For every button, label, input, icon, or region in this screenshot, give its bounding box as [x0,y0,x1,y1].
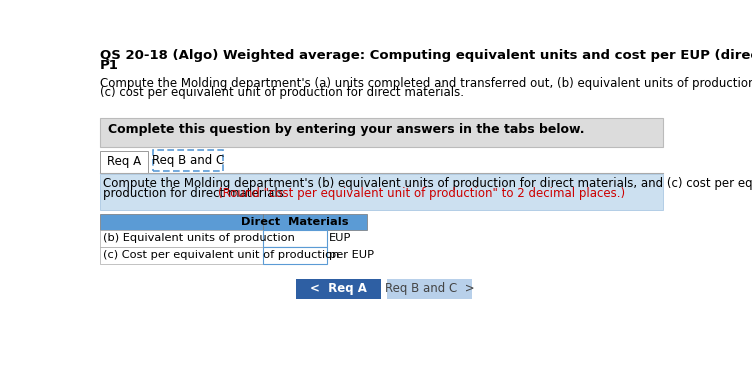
Text: Req A: Req A [108,156,141,168]
Bar [100,246,263,264]
Text: <  Req A: < Req A [310,282,366,295]
Bar [100,230,263,246]
Text: QS 20-18 (Algo) Weighted average: Computing equivalent units and cost per EUP (d: QS 20-18 (Algo) Weighted average: Comput… [100,49,752,62]
Text: production for direct materials.: production for direct materials. [103,187,292,200]
Bar [100,214,263,230]
Bar [263,214,367,230]
Text: Compute the Molding department's (b) equivalent units of production for direct m: Compute the Molding department's (b) equ… [103,177,752,190]
Text: P1: P1 [100,59,119,72]
Bar [100,174,663,210]
Text: Req B and C  >: Req B and C > [385,282,475,295]
Text: (c) Cost per equivalent unit of production: (c) Cost per equivalent unit of producti… [103,250,340,260]
Text: (Round "cost per equivalent unit of production" to 2 decimal places.): (Round "cost per equivalent unit of prod… [218,187,625,200]
Bar [153,150,223,171]
Bar [100,118,663,147]
Bar [387,279,472,299]
Text: (c) cost per equivalent unit of production for direct materials.: (c) cost per equivalent unit of producti… [100,86,464,99]
Bar [263,246,326,264]
Text: (b) Equivalent units of production: (b) Equivalent units of production [103,233,296,243]
Bar [263,230,326,246]
Text: per EUP: per EUP [329,250,374,260]
Text: Complete this question by entering your answers in the tabs below.: Complete this question by entering your … [108,123,584,136]
Text: Req B and C: Req B and C [152,154,224,167]
Text: EUP: EUP [329,233,351,243]
Bar [100,151,148,173]
Text: Direct  Materials: Direct Materials [241,217,348,227]
Bar [296,279,381,299]
Text: Compute the Molding department's (a) units completed and transferred out, (b) eq: Compute the Molding department's (a) uni… [100,77,752,90]
